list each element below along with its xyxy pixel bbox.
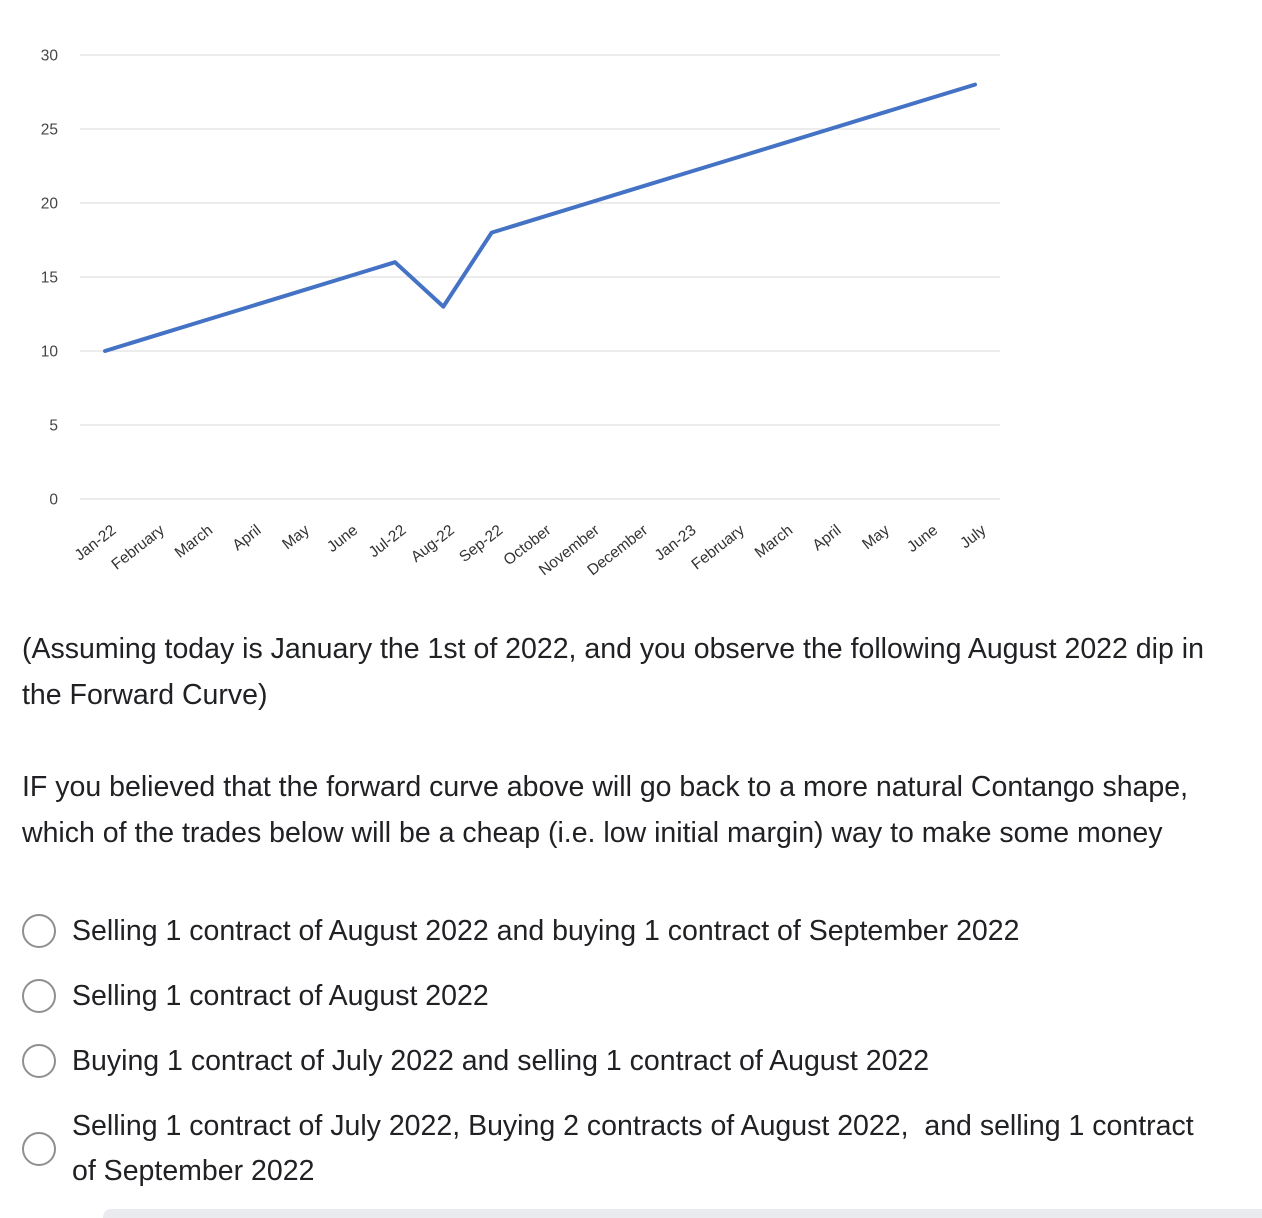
- answer-option-label: Buying 1 contract of July 2022 and selli…: [72, 1044, 930, 1077]
- radio-button-unchecked[interactable]: [22, 979, 56, 1014]
- x-axis-tick-label: March: [752, 522, 796, 562]
- next-element-edge: [103, 1209, 1262, 1218]
- question-prompt: IF you believed that the forward curve a…: [22, 771, 1189, 850]
- y-axis-tick-label: 10: [41, 344, 59, 361]
- radio-button-unchecked[interactable]: [22, 1044, 56, 1079]
- forward-curve-line: [103, 82, 977, 353]
- x-axis-tick-label: Jul-22: [366, 522, 410, 561]
- y-axis-tick-label: 25: [41, 122, 58, 139]
- answer-option-label: Selling 1 contract of August 2022 and bu…: [72, 914, 1020, 947]
- y-axis-tick-label: 20: [41, 196, 59, 213]
- x-axis-tick-label: February: [688, 522, 748, 574]
- y-axis-tick-label: 0: [49, 492, 58, 509]
- answer-option-3[interactable]: Buying 1 contract of July 2022 and selli…: [22, 1039, 1238, 1084]
- radio-button-unchecked[interactable]: [22, 914, 56, 949]
- y-axis-tick-label: 5: [49, 418, 58, 435]
- answer-option-4[interactable]: Selling 1 contract of July 2022, Buying …: [22, 1104, 1238, 1194]
- question-context: (Assuming today is January the 1st of 20…: [22, 633, 1204, 712]
- answer-option-2[interactable]: Selling 1 contract of August 2022: [22, 974, 1238, 1019]
- forward-curve-chart: 0 5 10 15 20 25 30 Jan-22 February March April May J…: [0, 0, 1262, 592]
- x-axis-tick-label: April: [230, 522, 265, 554]
- answer-option-1[interactable]: Selling 1 contract of August 2022 and bu…: [22, 909, 1238, 954]
- answer-option-label: Selling 1 contract of August 2022: [72, 979, 489, 1012]
- x-axis-tick-label: Aug-22: [408, 522, 458, 566]
- y-axis-tick-label: 30: [41, 48, 59, 65]
- x-axis-tick-label: June: [324, 522, 361, 556]
- x-axis-tick-label: March: [172, 522, 216, 562]
- x-axis-tick-label: June: [904, 522, 941, 556]
- x-axis-tick-label: February: [108, 522, 168, 574]
- x-axis-tick-label: April: [810, 522, 845, 554]
- x-axis-tick-label: May: [279, 522, 313, 554]
- answer-option-label: Selling 1 contract of July 2022, Buying …: [72, 1109, 1202, 1187]
- y-axis-tick-label: 15: [41, 270, 58, 287]
- x-axis-tick-label: Sep-22: [456, 522, 506, 566]
- x-axis-tick-label: July: [957, 522, 989, 553]
- radio-button-unchecked[interactable]: [22, 1131, 56, 1166]
- question-content: (Assuming today is January the 1st of 20…: [0, 626, 1262, 1194]
- answer-options: Selling 1 contract of August 2022 and bu…: [22, 909, 1238, 1194]
- x-axis-tick-label: May: [859, 522, 893, 554]
